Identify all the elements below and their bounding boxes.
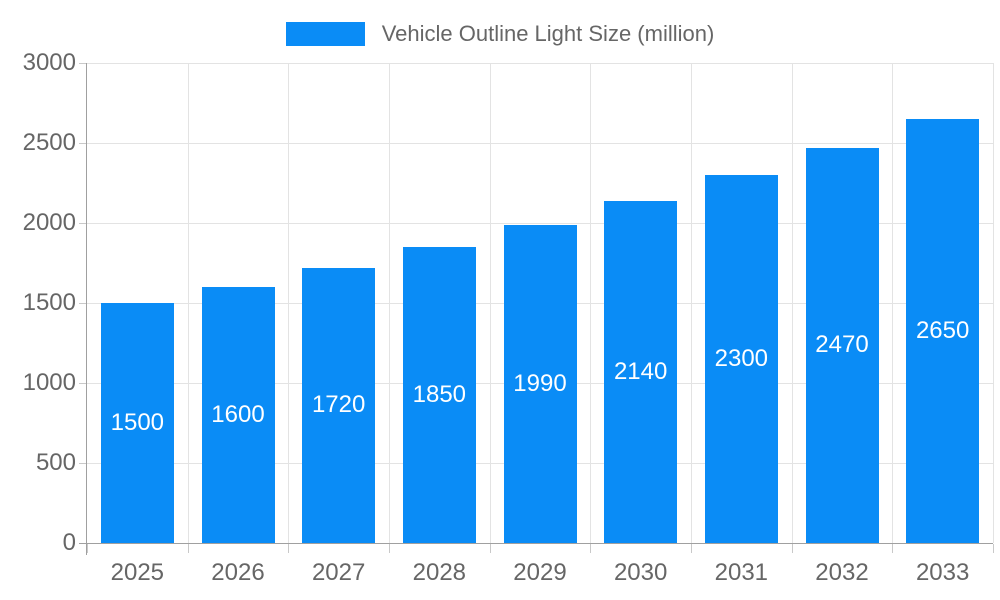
y-axis-tick-mark (79, 303, 87, 304)
x-axis-tick-mark (389, 544, 390, 553)
bar: 2140 (604, 200, 678, 543)
bar: 2470 (805, 147, 879, 543)
bar-value-label: 1500 (110, 409, 165, 436)
x-axis-tick-label: 2027 (311, 559, 366, 586)
gridline-horizontal (87, 143, 993, 144)
gridline-vertical (892, 63, 894, 543)
bar-value-label: 2650 (915, 317, 970, 344)
bar-value-label: 2140 (613, 357, 668, 385)
gridline-horizontal (87, 223, 993, 224)
legend-swatch (285, 22, 365, 46)
x-axis-tick-mark (993, 544, 994, 553)
bar-value-label: 2300 (714, 345, 769, 372)
gridline-vertical (489, 63, 491, 543)
bar: 2300 (704, 175, 778, 543)
bar: 1990 (503, 224, 577, 543)
legend-label: Vehicle Outline Light Size (million) (381, 21, 715, 46)
x-axis-tick-mark (288, 544, 290, 553)
y-axis-line (86, 63, 87, 555)
bar-value-label: 1990 (513, 369, 567, 397)
gridline-vertical (590, 63, 592, 543)
x-axis-tick-mark (187, 544, 189, 553)
chart-legend[interactable]: Vehicle Outline Light Size (million) (0, 21, 1000, 47)
x-axis-tick-mark (590, 544, 592, 553)
y-axis-tick-mark (79, 383, 87, 384)
gridline-horizontal (87, 63, 993, 64)
bar: 1850 (402, 247, 476, 543)
bar: 1720 (302, 267, 376, 543)
y-axis-tick-label: 3000 (22, 49, 76, 76)
x-axis-tick-mark (892, 544, 894, 553)
bar: 1600 (201, 287, 275, 543)
x-axis-tick-mark (791, 544, 793, 553)
gridline-vertical (993, 63, 994, 543)
x-axis-tick-mark (489, 544, 491, 553)
y-axis-tick-label: 2500 (22, 129, 76, 156)
y-axis-tick-mark (79, 143, 87, 144)
bar: 1500 (100, 303, 174, 543)
x-axis-tick-mark (87, 544, 88, 553)
x-axis-line (79, 543, 993, 544)
x-axis-tick-label: 2032 (815, 559, 869, 586)
y-axis-tick-label: 2000 (22, 209, 76, 236)
y-axis-labels: 0 500 1000 1500 2000 2500 3000 (0, 50, 76, 556)
bar-value-label: 1720 (311, 391, 366, 419)
y-axis-tick-label: 500 (35, 449, 76, 476)
gridline-vertical (187, 63, 189, 543)
bar-value-label: 1600 (211, 401, 265, 428)
x-axis-tick-label: 2026 (211, 559, 265, 586)
y-axis-tick-mark (79, 223, 87, 224)
gridline-vertical (389, 63, 390, 543)
gridline-vertical (691, 63, 692, 543)
bar: 2650 (906, 119, 980, 543)
x-axis-tick-label: 2028 (412, 559, 467, 586)
y-axis-tick-mark (79, 63, 87, 64)
x-axis-tick-label: 2031 (714, 559, 769, 586)
x-axis-tick-label: 2029 (513, 559, 567, 586)
x-axis-tick-mark (691, 544, 692, 553)
y-axis-tick-label: 1500 (22, 289, 76, 316)
y-axis-tick-mark (79, 463, 87, 464)
bar-value-label: 2470 (815, 331, 869, 359)
y-axis-tick-label: 1000 (22, 369, 76, 396)
gridline-vertical (791, 63, 793, 543)
x-axis-tick-label: 2033 (915, 559, 970, 586)
y-axis-tick-label: 0 (62, 529, 76, 556)
x-axis-tick-label: 2025 (110, 559, 165, 586)
gridline-vertical (288, 63, 290, 543)
bar-value-label: 1850 (412, 381, 467, 408)
x-axis-tick-label: 2030 (613, 559, 668, 586)
plot-area: 1500 1600 1720 1850 1990 2140 2300 2470 2650 (79, 63, 994, 555)
x-axis-labels: 2025 2026 2027 2028 2029 2030 2031 2032 2033 (87, 560, 993, 590)
